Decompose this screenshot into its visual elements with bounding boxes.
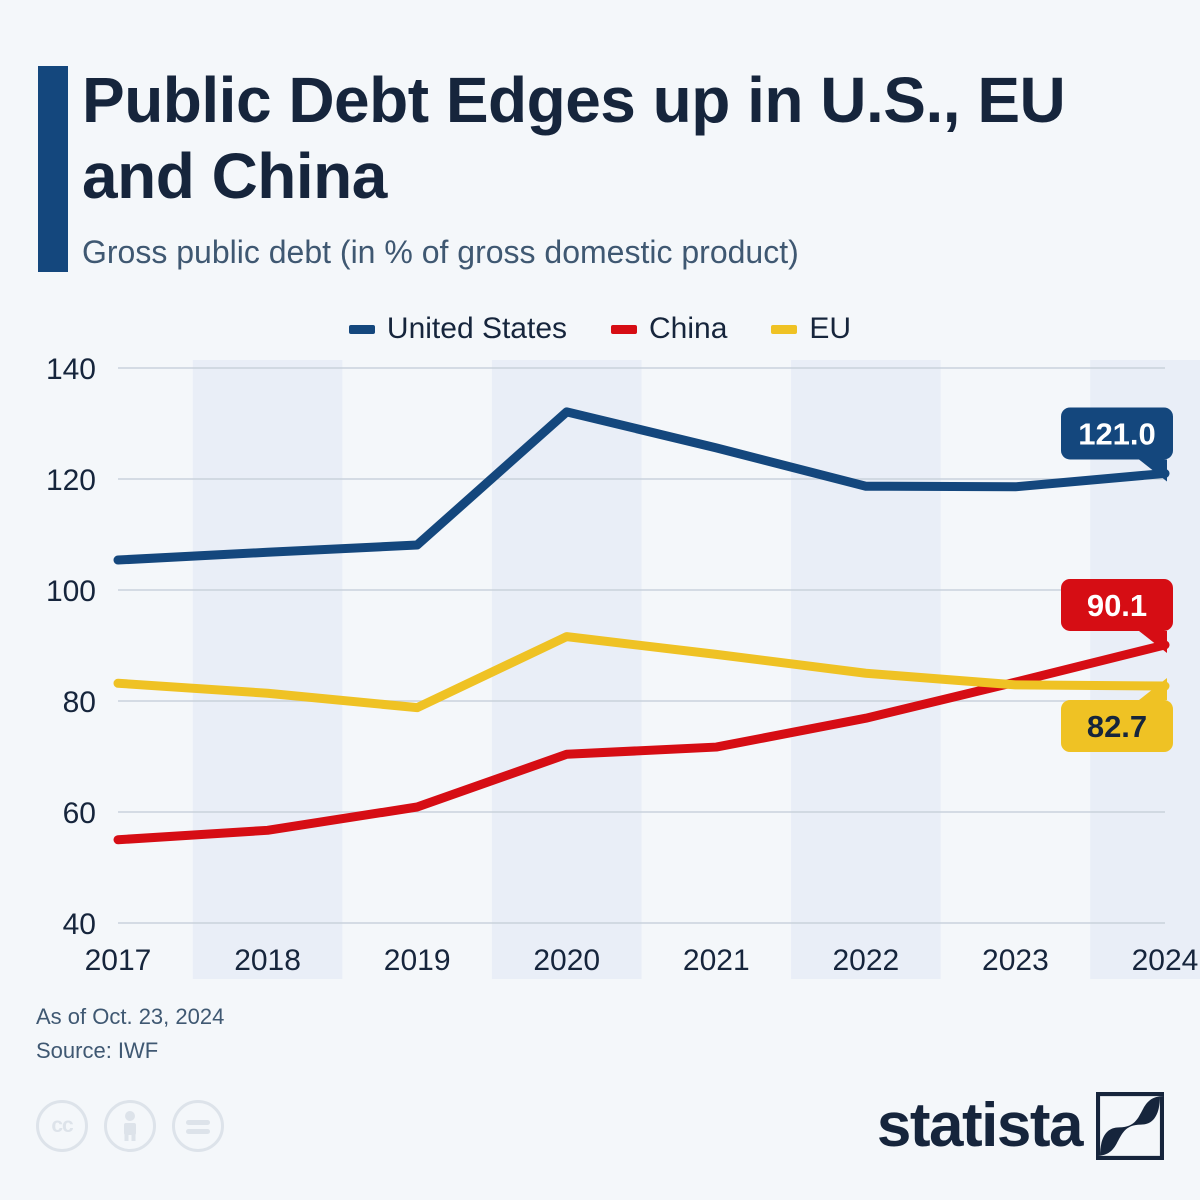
x-axis-labels: 2017 2018 2019 2020 2021 2022 2023 2024 bbox=[85, 944, 1199, 977]
callout-pointer bbox=[1139, 678, 1167, 701]
y-axis-tick-label: 60 bbox=[63, 797, 96, 830]
statista-logo-icon bbox=[1096, 1091, 1164, 1160]
chart-callouts: 121.0 90.1 82.7 bbox=[1061, 407, 1173, 753]
chart-gridlines bbox=[118, 367, 1165, 924]
legend-label: China bbox=[649, 312, 728, 345]
legend-swatch-icon bbox=[771, 324, 798, 334]
x-axis-tick-label: 2021 bbox=[683, 944, 750, 977]
callout-pointer bbox=[1139, 630, 1167, 653]
value-callout-eu: 82.7 bbox=[1061, 678, 1173, 753]
chart-band bbox=[192, 360, 343, 979]
x-axis-tick-label: 2019 bbox=[384, 944, 451, 977]
cc-icon[interactable]: cc bbox=[36, 1100, 88, 1152]
x-axis-tick-label: 2022 bbox=[832, 944, 899, 977]
callout-bubble bbox=[1061, 700, 1173, 753]
footer-notes: As of Oct. 23, 2024 Source: IWF bbox=[36, 1000, 224, 1068]
chart-series bbox=[113, 407, 1170, 845]
y-axis-tick-label: 120 bbox=[46, 464, 96, 497]
x-axis-tick-label: 2020 bbox=[533, 944, 600, 977]
accent-bar bbox=[38, 66, 68, 272]
page-subtitle: Gross public debt (in % of gross domesti… bbox=[82, 234, 799, 270]
chart-legend: United States China EU bbox=[0, 312, 1200, 346]
legend-swatch-icon bbox=[611, 324, 638, 334]
statista-brand[interactable]: statista bbox=[877, 1090, 1164, 1161]
x-axis-tick-label: 2023 bbox=[982, 944, 1049, 977]
y-axis-tick-label: 100 bbox=[46, 575, 96, 608]
page-title: Public Debt Edges up in U.S., EU and Chi… bbox=[82, 64, 1066, 212]
callout-bubble bbox=[1061, 578, 1173, 631]
y-axis-tick-label: 80 bbox=[63, 686, 96, 719]
chart-area: 40 60 80 100 120 140 2017 2018 2019 2020 2021 2022… bbox=[0, 348, 1200, 988]
callout-pointer bbox=[1139, 459, 1167, 482]
callout-value: 121.0 bbox=[1078, 416, 1156, 451]
header: Public Debt Edges up in U.S., EU and Chi… bbox=[0, 0, 1200, 300]
series-line-china bbox=[113, 640, 1170, 845]
chart-band bbox=[491, 360, 642, 979]
brand-wordmark: statista bbox=[876, 1091, 1084, 1160]
y-axis-tick-label: 140 bbox=[46, 353, 96, 386]
callout-value: 82.7 bbox=[1087, 709, 1147, 744]
series-line-united-states bbox=[113, 407, 1170, 565]
callout-bubble bbox=[1061, 407, 1173, 460]
value-callout-united-states: 121.0 bbox=[1061, 407, 1173, 482]
legend-label: EU bbox=[809, 312, 852, 345]
x-axis-tick-label: 2024 bbox=[1132, 944, 1199, 977]
legend-swatch-icon bbox=[348, 324, 375, 334]
y-axis-tick-label: 40 bbox=[63, 908, 96, 941]
as-of-date: As of Oct. 23, 2024 bbox=[36, 1004, 225, 1029]
cc-nd-equals-icon[interactable] bbox=[172, 1100, 224, 1152]
series-line-eu bbox=[113, 632, 1170, 713]
legend-item-china[interactable]: China bbox=[611, 312, 727, 346]
legend-item-eu[interactable]: EU bbox=[771, 312, 851, 346]
creative-commons-badges: cc bbox=[36, 1100, 224, 1152]
callout-value: 90.1 bbox=[1087, 588, 1147, 623]
cc-by-person-icon[interactable] bbox=[104, 1100, 156, 1152]
legend-item-united-states[interactable]: United States bbox=[348, 312, 568, 346]
line-chart: 40 60 80 100 120 140 2017 2018 2019 2020 2021 2022… bbox=[46, 353, 1200, 979]
y-axis-labels: 40 60 80 100 120 140 bbox=[46, 353, 96, 941]
equals-glyph bbox=[186, 1120, 210, 1134]
x-axis-tick-label: 2018 bbox=[234, 944, 301, 977]
person-glyph bbox=[124, 1111, 136, 1141]
legend-label: United States bbox=[386, 312, 568, 345]
source-note: Source: IWF bbox=[36, 1038, 159, 1063]
x-axis-tick-label: 2017 bbox=[85, 944, 152, 977]
value-callout-china: 90.1 bbox=[1061, 578, 1173, 653]
